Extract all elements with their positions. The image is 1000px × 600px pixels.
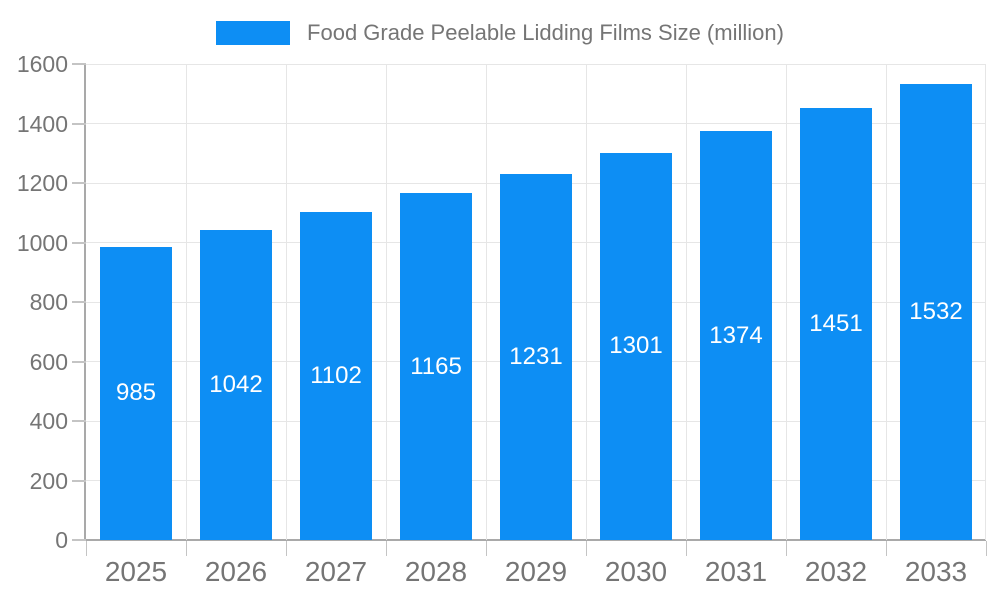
bar-value-label: 1042 xyxy=(209,371,263,398)
x-tick-label-2031: 2031 xyxy=(704,556,768,587)
gridline-vertical xyxy=(686,64,687,540)
y-tick-label: 600 xyxy=(29,348,68,375)
bar-value-label: 1374 xyxy=(709,321,763,349)
bar-value-label: 1102 xyxy=(310,362,362,390)
x-axis-tick xyxy=(186,541,187,556)
bar-2026[interactable]: 1042 xyxy=(200,230,272,540)
bar-2029[interactable]: 1231 xyxy=(500,173,572,540)
gridline-vertical xyxy=(386,64,387,540)
x-tick-label-2032: 2032 xyxy=(804,556,868,587)
gridline-vertical xyxy=(286,64,287,540)
y-axis-tick xyxy=(72,420,86,422)
y-tick-label: 1400 xyxy=(16,110,68,137)
bar-2031[interactable]: 1374 xyxy=(700,131,772,540)
x-tick-label-2026: 2026 xyxy=(204,556,268,587)
x-tick-label-2033: 2033 xyxy=(904,556,968,587)
gridline-horizontal xyxy=(86,63,986,65)
y-tick-label: 400 xyxy=(29,408,68,434)
bar-value-label: 1301 xyxy=(609,332,663,360)
x-tick-label-2025: 2025 xyxy=(104,556,168,587)
x-axis-tick xyxy=(986,541,987,556)
gridline-vertical xyxy=(786,64,787,540)
gridline-vertical xyxy=(186,64,187,540)
x-axis-line xyxy=(84,539,986,541)
x-axis-tick xyxy=(786,541,787,556)
y-tick-label: 1000 xyxy=(16,229,68,256)
legend-label: Food Grade Peelable Lidding Films Size (… xyxy=(307,20,784,45)
bar-2030[interactable]: 1301 xyxy=(600,152,672,540)
legend[interactable]: Food Grade Peelable Lidding Films Size (… xyxy=(0,20,1000,46)
bar-2028[interactable]: 1165 xyxy=(400,193,472,540)
x-axis-tick xyxy=(886,541,887,556)
x-axis-tick xyxy=(686,541,687,556)
x-axis-tick xyxy=(286,541,287,556)
y-tick-label: 1200 xyxy=(16,170,68,196)
x-tick-label-2027: 2027 xyxy=(304,556,368,587)
x-axis-tick xyxy=(86,541,87,556)
y-tick-label: 0 xyxy=(55,527,68,553)
x-axis-tick xyxy=(586,541,587,556)
bar-value-label: 985 xyxy=(115,379,157,407)
y-axis-tick xyxy=(72,241,86,244)
gridline-vertical xyxy=(985,64,986,540)
legend-swatch xyxy=(216,21,291,45)
y-tick-label: 1600 xyxy=(16,51,68,77)
bar-value-label: 1165 xyxy=(410,352,462,380)
y-tick-label: 200 xyxy=(29,467,68,494)
bar-2032[interactable]: 1451 xyxy=(800,108,872,540)
bar-2027[interactable]: 1102 xyxy=(300,212,372,540)
y-axis-tick xyxy=(72,182,86,184)
y-axis-tick xyxy=(72,63,86,65)
y-axis-tick xyxy=(72,301,86,303)
x-axis-tick xyxy=(386,541,387,556)
gridline-horizontal xyxy=(86,123,986,124)
y-axis-tick xyxy=(72,539,86,541)
x-tick-label-2030: 2030 xyxy=(604,556,668,587)
x-tick-label-2029: 2029 xyxy=(504,556,568,587)
gridline-vertical xyxy=(486,64,487,540)
y-axis-tick xyxy=(72,479,86,482)
bar-value-label: 1231 xyxy=(509,342,563,370)
x-tick-label-2028: 2028 xyxy=(404,556,468,587)
x-axis-tick xyxy=(486,541,487,556)
y-axis-tick xyxy=(72,122,86,125)
gridline-vertical xyxy=(586,64,587,540)
gridline-vertical xyxy=(886,64,887,540)
y-tick-label: 800 xyxy=(29,289,68,315)
bar-2033[interactable]: 1532 xyxy=(900,84,972,540)
bar-value-label: 1451 xyxy=(809,310,863,338)
y-axis-tick xyxy=(72,360,86,363)
bar-value-label: 1532 xyxy=(909,298,963,326)
bar-2025[interactable]: 985 xyxy=(100,246,172,540)
plot-area: 985 1042 1102 1165 1231 1301 1374 1451 1532 xyxy=(86,63,986,540)
